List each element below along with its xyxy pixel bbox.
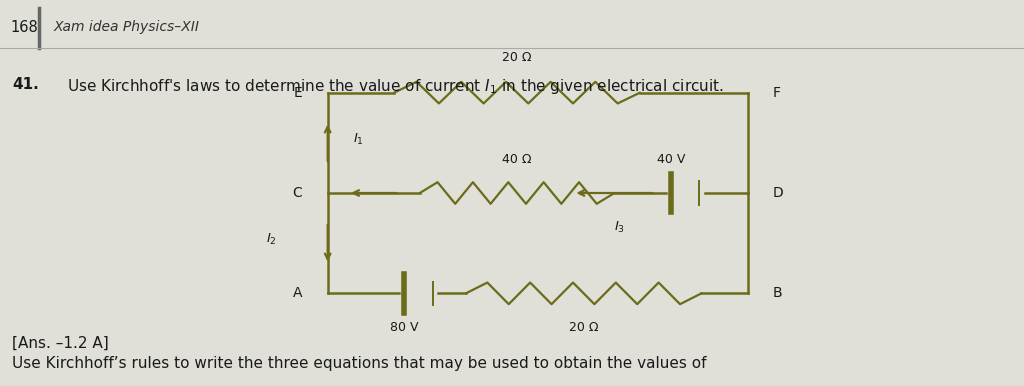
Text: B: B	[773, 286, 782, 300]
Text: Xam idea Physics–XII: Xam idea Physics–XII	[53, 20, 200, 34]
Text: 20 Ω: 20 Ω	[503, 51, 531, 64]
Text: Use Kirchhoff's laws to determine the value of current $I_1$ in the given electr: Use Kirchhoff's laws to determine the va…	[67, 77, 723, 96]
Text: Use Kirchhoff’s rules to write the three equations that may be used to obtain th: Use Kirchhoff’s rules to write the three…	[12, 356, 707, 371]
Text: 168: 168	[10, 20, 38, 34]
Text: F: F	[773, 86, 781, 100]
Text: A: A	[293, 286, 302, 300]
Text: [Ans. –1.2 A]: [Ans. –1.2 A]	[12, 336, 109, 351]
Text: C: C	[292, 186, 302, 200]
Text: $I_1$: $I_1$	[353, 131, 365, 147]
Text: $I_3$: $I_3$	[614, 220, 625, 235]
Text: 40 V: 40 V	[656, 153, 685, 166]
Text: 40 Ω: 40 Ω	[503, 153, 531, 166]
Text: E: E	[293, 86, 302, 100]
Text: $I_2$: $I_2$	[265, 232, 276, 247]
Text: 80 V: 80 V	[390, 321, 419, 334]
Text: D: D	[773, 186, 783, 200]
Text: 20 Ω: 20 Ω	[569, 321, 598, 334]
Text: 41.: 41.	[12, 77, 39, 92]
